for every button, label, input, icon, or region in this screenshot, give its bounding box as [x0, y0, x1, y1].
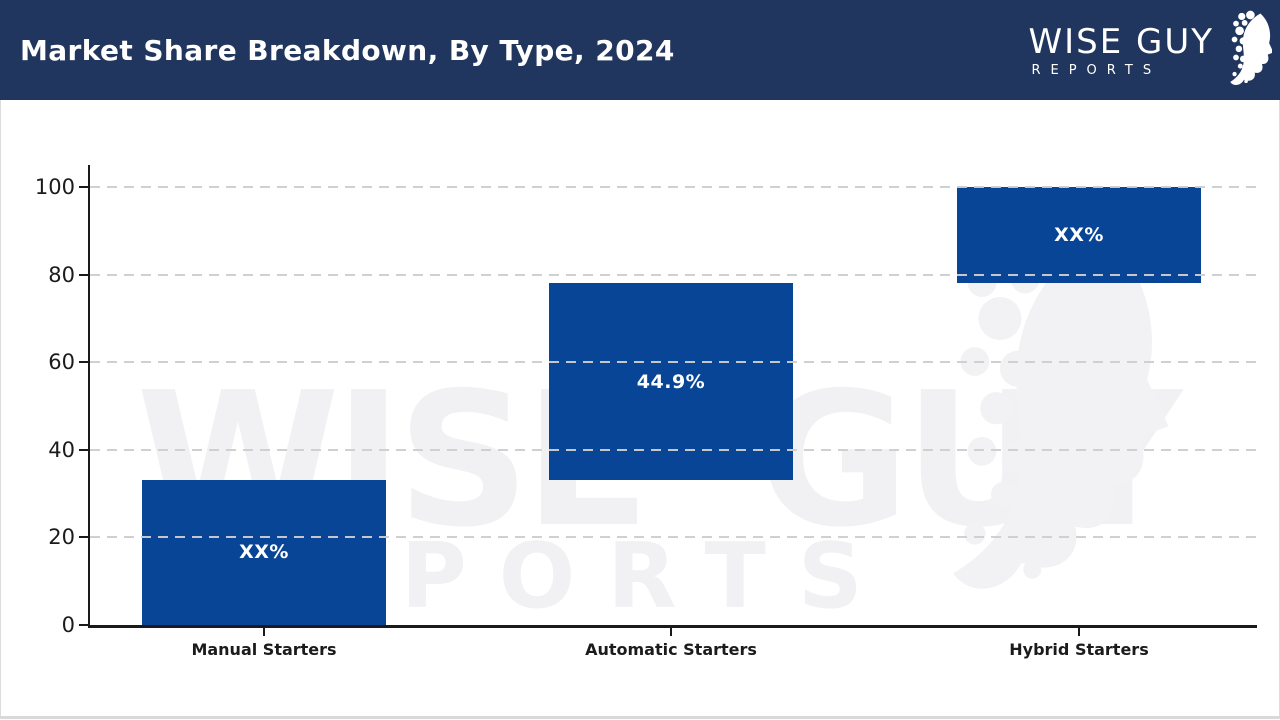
gridline	[90, 185, 1257, 188]
y-tick	[79, 536, 89, 539]
logo-wordmark-line1: WISE GUY	[1028, 21, 1214, 62]
header-bar: Market Share Breakdown, By Type, 2024 WI…	[0, 0, 1280, 100]
bar-segment: XX%	[142, 479, 386, 625]
gridline	[90, 361, 1257, 364]
logo-wordmark-line2: REPORTS	[1031, 62, 1162, 78]
x-axis-category-label: Hybrid Starters	[1009, 640, 1149, 659]
logo-face-icon	[1230, 10, 1272, 86]
gridline	[90, 273, 1257, 276]
y-tick-label: 100	[34, 174, 75, 199]
y-tick	[79, 624, 89, 626]
bar-segment: 44.9%	[549, 283, 793, 480]
wiseguy-logo: WISE GUY REPORTS	[1028, 6, 1272, 96]
gridline	[90, 448, 1257, 451]
y-tick-label: 20	[48, 525, 75, 550]
gridline	[90, 536, 1257, 539]
y-tick	[79, 448, 89, 451]
y-tick	[79, 361, 89, 364]
bar-value-label: XX%	[239, 541, 289, 564]
x-axis-category-label: Automatic Starters	[585, 640, 757, 659]
x-axis-category-label: Manual Starters	[191, 640, 337, 659]
y-tick	[79, 273, 89, 276]
y-tick-label: 0	[61, 613, 75, 637]
bar-value-label: 44.9%	[636, 370, 706, 393]
x-tick	[263, 628, 265, 636]
y-axis-line	[88, 165, 90, 628]
logo-wordmark: WISE GUY REPORTS	[1028, 25, 1214, 78]
y-tick-label: 80	[48, 262, 75, 287]
x-axis-line	[88, 625, 1257, 628]
bar-segment: XX%	[957, 186, 1201, 284]
y-tick-label: 40	[48, 437, 75, 462]
y-tick-label: 60	[48, 350, 75, 375]
x-tick	[670, 628, 672, 636]
y-tick	[79, 185, 89, 188]
bar-value-label: XX%	[1054, 224, 1104, 247]
x-tick	[1078, 628, 1080, 636]
bottom-border-line	[0, 716, 1280, 719]
chart-area: WISE GUY REPORTS XX% 44.9% XX% 0 20 40 60 80 100…	[0, 100, 1280, 716]
page-title: Market Share Breakdown, By Type, 2024	[20, 33, 675, 67]
